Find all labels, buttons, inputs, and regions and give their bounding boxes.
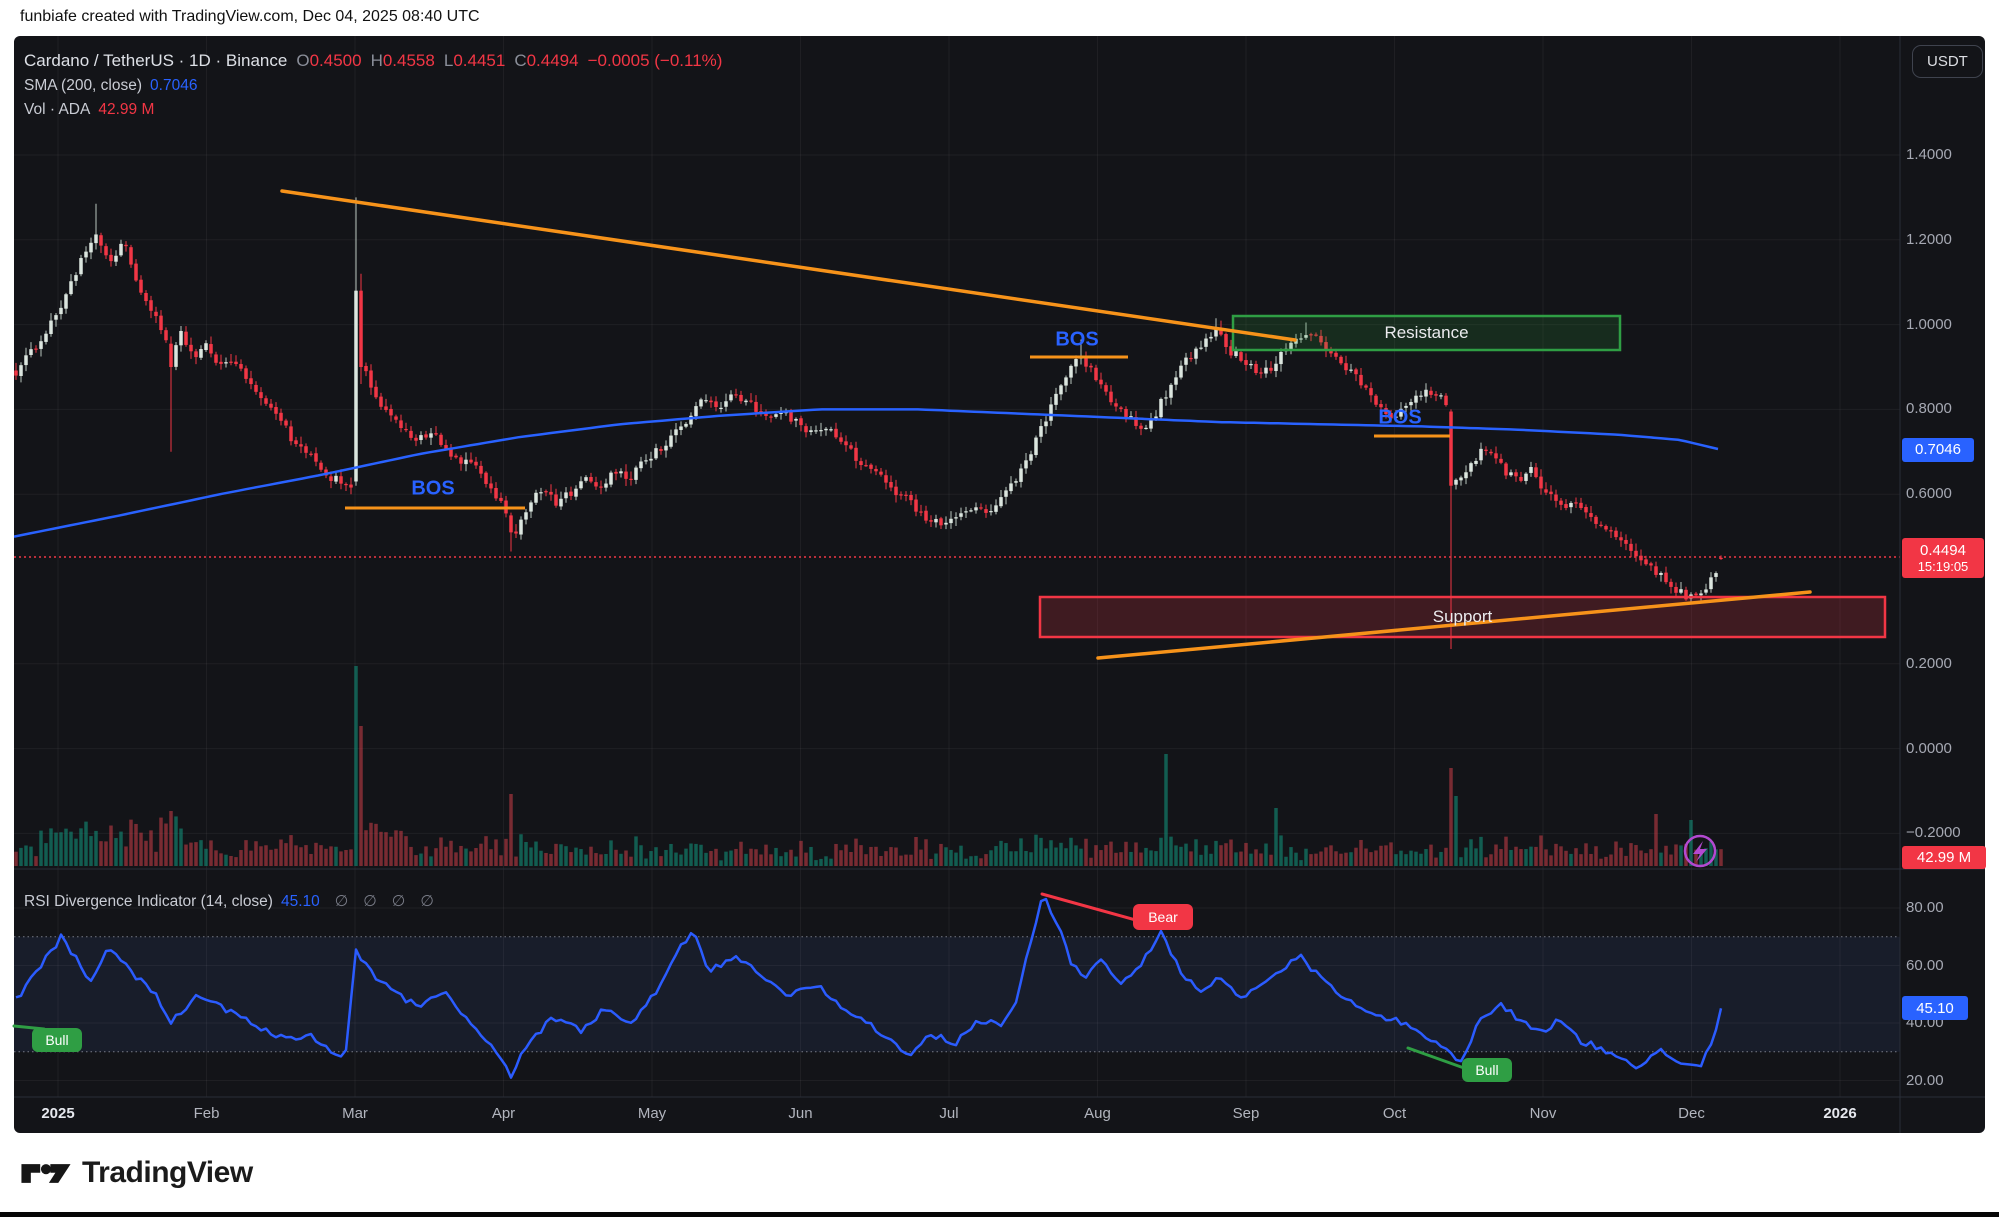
support-zone-label[interactable]: Support bbox=[1432, 607, 1493, 626]
price-axis-label: 1.4000 bbox=[1906, 146, 1952, 163]
sma-indicator-label[interactable]: SMA (200, close) bbox=[24, 77, 143, 94]
rsi-empty-param: ∅ bbox=[363, 893, 377, 910]
ohlc-value: 0.4500 bbox=[309, 51, 362, 70]
bos-annotation-label[interactable]: BOS bbox=[411, 477, 455, 500]
ohlc-letter: L bbox=[443, 51, 454, 70]
time-axis-label[interactable]: Sep bbox=[1232, 1105, 1260, 1122]
last-price-value: 0.4494 bbox=[1920, 542, 1966, 560]
volume-indicator-label[interactable]: Vol · ADA bbox=[24, 101, 91, 118]
sma-legend-row: SMA (200, close) 0.7046 bbox=[24, 77, 722, 95]
change-value: −0.0005 (−0.11%) bbox=[587, 51, 723, 70]
volume-badge: 42.99 M bbox=[1902, 846, 1986, 869]
currency-toggle-button[interactable]: USDT bbox=[1912, 45, 1983, 78]
time-axis-label[interactable]: Mar bbox=[342, 1105, 368, 1122]
resistance-zone-label[interactable]: Resistance bbox=[1384, 323, 1469, 342]
bos-annotation-label[interactable]: BOS bbox=[1378, 406, 1422, 429]
symbol-legend-row: Cardano / TetherUS · 1D · Binance O0.4500… bbox=[24, 51, 722, 71]
time-axis-label[interactable]: Jun bbox=[788, 1105, 813, 1122]
price-axis-label: 1.2000 bbox=[1906, 230, 1952, 248]
bear-divergence-badge[interactable]: Bear bbox=[1133, 904, 1193, 930]
sma-value: 0.7046 bbox=[150, 77, 198, 94]
ohlc-value: 0.4558 bbox=[382, 51, 435, 70]
ohlc-letter: H bbox=[370, 51, 383, 70]
price-axis-label: −0.2000 bbox=[1906, 824, 1961, 842]
symbol-title[interactable]: Cardano / TetherUS · 1D · Binance bbox=[24, 51, 288, 70]
time-axis-label[interactable]: 2025 bbox=[41, 1105, 75, 1122]
rsi-axis-label: 80.00 bbox=[1906, 899, 1944, 916]
bottom-bar bbox=[0, 1212, 1999, 1217]
price-axis-label: 0.6000 bbox=[1906, 485, 1952, 503]
time-axis-label[interactable]: May bbox=[637, 1105, 667, 1122]
bos-annotation-label[interactable]: BOS bbox=[1055, 328, 1099, 351]
rsi-empty-param: ∅ bbox=[334, 893, 349, 910]
time-axis-label[interactable]: Nov bbox=[1529, 1105, 1557, 1122]
footer: TradingView bbox=[20, 1156, 253, 1190]
time-axis-label[interactable]: 2026 bbox=[1823, 1105, 1857, 1122]
price-axis-label: 1.0000 bbox=[1906, 315, 1952, 333]
price-axis-label: 0.8000 bbox=[1906, 400, 1952, 418]
ohlc-values: O0.4500 H0.4558 L0.4451 C0.4494 bbox=[287, 51, 578, 70]
last-price-badge: 0.4494 15:19:05 bbox=[1902, 538, 1984, 579]
ohlc-letter: C bbox=[514, 51, 527, 70]
lightning-icon[interactable] bbox=[1683, 834, 1717, 868]
ohlc-value: 0.4494 bbox=[526, 51, 579, 70]
tradingview-logo-icon[interactable] bbox=[20, 1160, 72, 1187]
time-axis-label[interactable]: Jul bbox=[939, 1105, 959, 1122]
price-axis-label: 0.2000 bbox=[1906, 654, 1952, 672]
price-axis-label: 0.0000 bbox=[1906, 739, 1952, 757]
time-axis-label[interactable]: Apr bbox=[491, 1105, 516, 1122]
attribution-text: funbiafe created with TradingView.com, D… bbox=[20, 8, 480, 25]
rsi-value: 45.10 bbox=[280, 893, 320, 910]
sma-price-badge: 0.7046 bbox=[1902, 437, 1974, 462]
countdown-timer: 15:19:05 bbox=[1917, 559, 1969, 575]
rsi-indicator-title: RSI Divergence Indicator (14, close) bbox=[24, 893, 273, 910]
bull-divergence-badge[interactable]: Bull bbox=[32, 1028, 82, 1052]
chart-legend: Cardano / TetherUS · 1D · Binance O0.4500… bbox=[24, 51, 722, 119]
time-axis-label[interactable]: Dec bbox=[1678, 1105, 1705, 1122]
rsi-empty-param: ∅ bbox=[420, 893, 434, 910]
rsi-axis-label: 60.00 bbox=[1906, 956, 1944, 974]
volume-legend-row: Vol · ADA 42.99 M bbox=[24, 101, 722, 119]
rsi-indicator-legend[interactable]: RSI Divergence Indicator (14, close) 45.1… bbox=[24, 892, 434, 911]
bull-divergence-badge[interactable]: Bull bbox=[1462, 1058, 1512, 1082]
rsi-empty-param: ∅ bbox=[391, 893, 406, 910]
rsi-axis-label: 20.00 bbox=[1906, 1071, 1944, 1089]
tradingview-brand[interactable]: TradingView bbox=[82, 1156, 253, 1189]
chart-panel bbox=[14, 36, 1985, 1133]
time-axis-label[interactable]: Oct bbox=[1382, 1105, 1407, 1122]
rsi-empty-params: ∅ ∅ ∅ ∅ bbox=[320, 893, 434, 910]
time-axis-label[interactable]: Feb bbox=[193, 1105, 220, 1122]
time-axis-label[interactable]: Aug bbox=[1084, 1105, 1111, 1122]
ohlc-letter: O bbox=[296, 51, 310, 70]
volume-value: 42.99 M bbox=[98, 101, 155, 118]
rsi-value-badge: 45.10 bbox=[1902, 996, 1968, 1021]
ohlc-value: 0.4451 bbox=[453, 51, 506, 70]
